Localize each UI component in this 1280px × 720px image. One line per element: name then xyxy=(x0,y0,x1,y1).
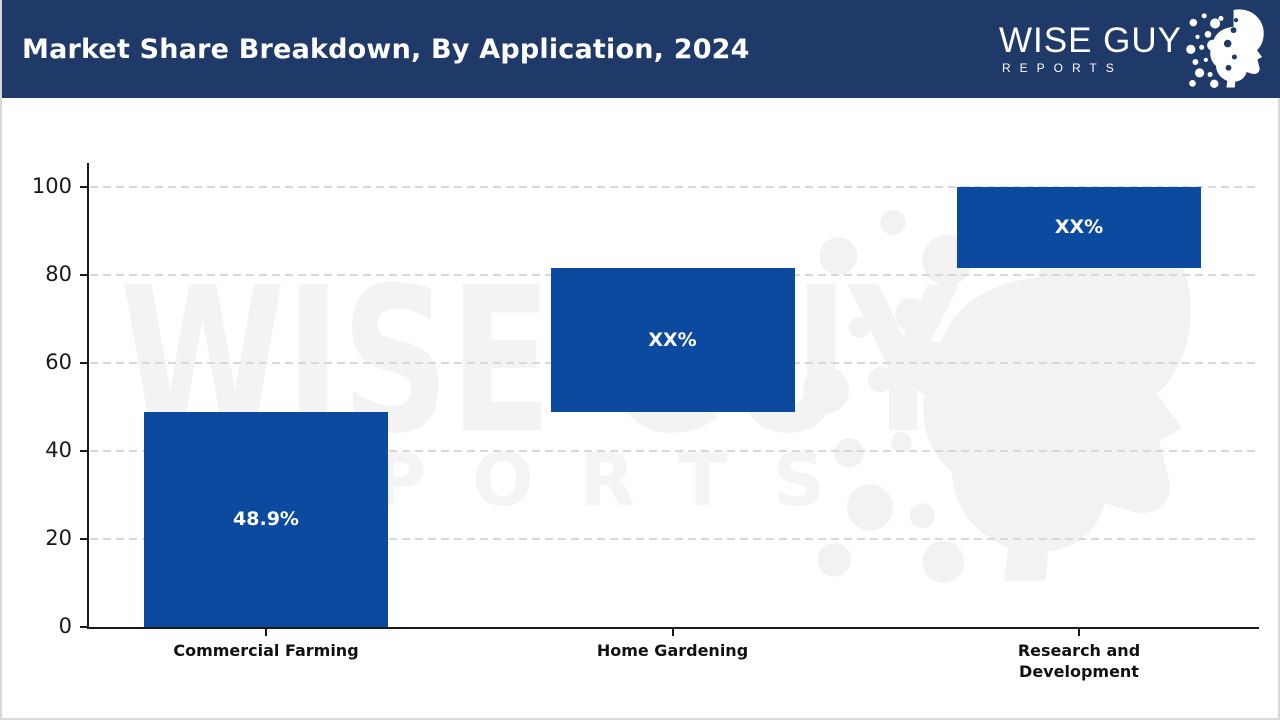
page-title: Market Share Breakdown, By Application, … xyxy=(22,33,750,65)
gridline-20 xyxy=(90,538,1259,540)
brand-face-icon xyxy=(1186,9,1264,88)
watermark-face-icon xyxy=(802,190,1191,583)
y-tick-label: 40 xyxy=(45,438,72,462)
brand-name: WISE GUY xyxy=(998,21,1182,60)
bar-home-gardening: XX% xyxy=(550,267,795,412)
bar-value-label: XX% xyxy=(648,328,697,351)
bar-value-label: 48.9% xyxy=(233,508,299,531)
gridline-100 xyxy=(90,186,1259,188)
y-axis-line xyxy=(87,163,89,629)
x-tick-research-and-development xyxy=(1078,629,1080,636)
y-tick-label: 60 xyxy=(45,350,72,374)
y-tick-40 xyxy=(80,450,88,452)
header-bar: Market Share Breakdown, By Application, … xyxy=(2,0,1280,98)
y-tick-100 xyxy=(80,186,88,188)
y-tick-80 xyxy=(80,274,88,276)
y-tick-20 xyxy=(80,538,88,540)
bar-value-label: XX% xyxy=(1054,216,1104,239)
x-tick-label-research-and-development: Research and Development xyxy=(1017,641,1141,681)
x-tick-commercial-farming xyxy=(265,629,267,636)
y-tick-60 xyxy=(80,362,88,364)
y-tick-0 xyxy=(80,626,88,628)
x-tick-label-commercial-farming: Commercial Farming xyxy=(173,641,359,660)
y-tick-label: 100 xyxy=(31,174,72,198)
y-tick-label: 0 xyxy=(58,614,72,638)
bar-commercial-farming: 48.9% xyxy=(144,411,388,627)
x-tick-home-gardening xyxy=(671,629,674,636)
y-tick-label: 20 xyxy=(45,526,72,550)
brand-subname: REPORTS xyxy=(1001,61,1123,75)
brand-logo: WISE GUY REPORTS xyxy=(999,5,1268,93)
brand-logo-text: WISE GUY REPORTS xyxy=(999,23,1182,75)
x-axis-line xyxy=(87,627,1259,629)
x-tick-label-home-gardening: Home Gardening xyxy=(596,641,749,660)
bar-research-and-development: XX% xyxy=(957,187,1201,268)
y-tick-label: 80 xyxy=(45,262,72,286)
gridline-40 xyxy=(90,450,1259,452)
